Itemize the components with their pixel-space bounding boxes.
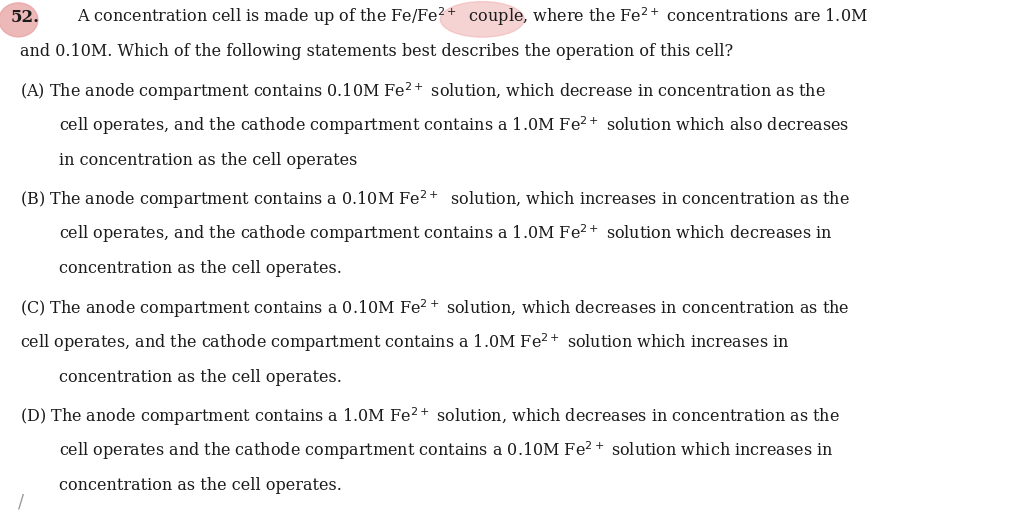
Text: (D) The anode compartment contains a 1.0M Fe$^{2+}$ solution, which decreases in: (D) The anode compartment contains a 1.0… [20,405,841,428]
Text: A concentration cell is made up of the Fe/Fe$^{2+}$  couple, where the Fe$^{2+}$: A concentration cell is made up of the F… [77,5,867,28]
Text: concentration as the cell operates.: concentration as the cell operates. [59,260,342,277]
Ellipse shape [0,3,38,37]
Text: (C) The anode compartment contains a 0.10M Fe$^{2+}$ solution, which decreases i: (C) The anode compartment contains a 0.1… [20,297,850,320]
Text: (B) The anode compartment contains a 0.10M Fe$^{2+}$  solution, which increases : (B) The anode compartment contains a 0.1… [20,188,850,211]
Text: 52.: 52. [10,9,39,26]
Ellipse shape [440,2,524,37]
Text: cell operates, and the cathode compartment contains a 1.0M Fe$^{2+}$ solution wh: cell operates, and the cathode compartme… [59,222,834,245]
Text: cell operates and the cathode compartment contains a 0.10M Fe$^{2+}$ solution wh: cell operates and the cathode compartmen… [59,439,834,462]
Text: in concentration as the cell operates: in concentration as the cell operates [59,152,357,169]
Text: concentration as the cell operates.: concentration as the cell operates. [59,477,342,494]
Text: and 0.10M. Which of the following statements best describes the operation of thi: and 0.10M. Which of the following statem… [20,43,733,60]
Text: (A) The anode compartment contains 0.10M Fe$^{2+}$ solution, which decrease in c: (A) The anode compartment contains 0.10M… [20,80,826,103]
Text: cell operates, and the cathode compartment contains a 1.0M Fe$^{2+}$ solution wh: cell operates, and the cathode compartme… [59,114,850,137]
Text: cell operates, and the cathode compartment contains a 1.0M Fe$^{2+}$ solution wh: cell operates, and the cathode compartme… [20,331,790,354]
Text: /: / [18,493,25,511]
Text: concentration as the cell operates.: concentration as the cell operates. [59,369,342,386]
